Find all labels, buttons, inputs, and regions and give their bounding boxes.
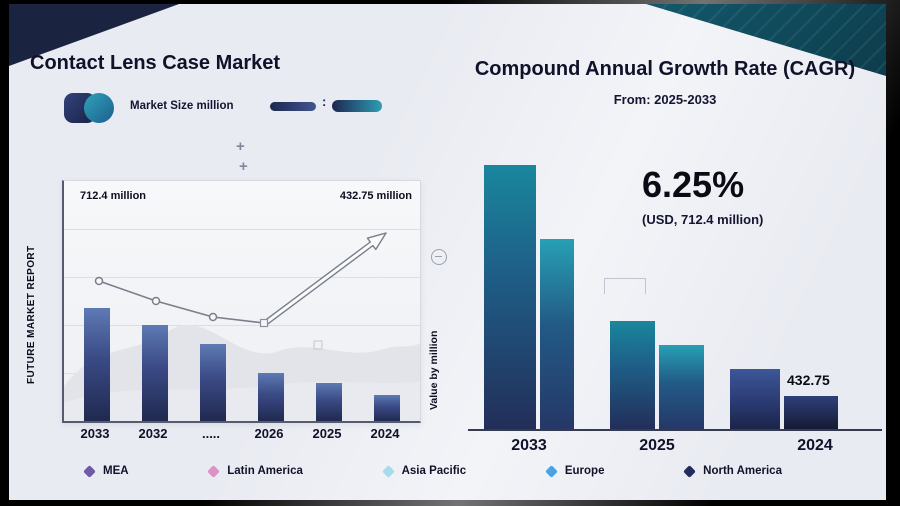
market-bar-2033 [84,308,110,421]
gridline [64,229,420,230]
cagr-bar-2033-primary [484,165,536,430]
legend-marker [207,464,221,478]
market-x-label: 2025 [312,426,342,441]
legend-label: Asia Pacific [401,465,467,477]
cagr-axis-line [468,429,882,431]
value-by-million-label: Value by million [428,330,440,410]
legend-pill-teal [332,100,382,112]
market-bars [64,181,420,421]
market-size-icon-disc-teal [84,93,114,123]
legend-label: Latin America [227,465,303,477]
plus-decoration: + [239,158,248,175]
market-value-2033: 712.4 million [80,190,147,202]
market-x-label: 2026 [254,426,284,441]
market-size-legend-label: Market Size million [130,100,234,112]
legend-label: MEA [103,465,129,477]
legend-marker [83,464,96,478]
cagr-x-label-2025: 2025 [639,437,675,454]
legend-item-north-america: North America [683,464,782,478]
market-bar-2032 [142,325,168,421]
left-chart-title: Contact Lens Case Market [30,52,281,74]
cagr-x-label-2033: 2033 [511,437,547,454]
circle-minus-icon [431,249,447,265]
market-size-icon [64,92,116,124]
market-bar-..... [200,344,226,421]
cagr-group-2025 [610,321,704,430]
cagr-bar-2024-primary [730,369,780,430]
cagr-note: (USD, 712.4 million) [642,212,764,227]
legend-pill-colon: : [322,94,327,109]
cagr-bar-2024-secondary [784,396,838,430]
legend-item-europe: Europe [544,464,605,478]
cagr-value: 6.25% [642,164,745,205]
legend-marker [683,464,697,478]
cagr-group-2033 [484,165,574,430]
trend-line-arrow [94,232,387,350]
market-x-label: 2024 [370,426,400,441]
market-x-labels: 2033 2032..... 2026 2025 2024 [62,426,418,441]
cagr-bar-2033-secondary [540,239,574,430]
legend-marker [544,464,558,478]
legend-item-mea: MEA [83,464,129,478]
cagr-bar-2025-secondary [659,345,704,430]
legend-marker [381,464,395,478]
legend-pill-navy [270,102,316,111]
cagr-bar-2025-primary [610,321,655,430]
right-chart-title: Compound Annual Growth Rate (CAGR) [474,58,856,80]
cagr-value-label-2024: 432.75 [787,372,830,388]
legend-item-latin-america: Latin America [207,464,303,478]
future-market-report-label: FUTURE MARKET REPORT [26,245,37,385]
market-size-chart: 712.4 million 432.75 million [62,180,421,423]
gridline [64,277,420,278]
legend-label: North America [703,465,782,477]
plus-decoration: + [236,138,245,155]
market-bar-2024 [374,394,400,421]
market-x-label: ..... [201,426,221,441]
market-x-label: 2033 [80,426,110,441]
market-value-2024: 432.75 million [339,190,412,202]
market-bar-2026 [258,373,284,421]
cagr-group-2024 [730,369,838,430]
legend-item-asia-pacific: Asia Pacific [381,464,467,478]
bracket-decoration [604,278,646,294]
market-x-label: 2032 [138,426,168,441]
gridline [64,325,420,326]
right-chart-subtitle: From: 2025-2033 [613,92,717,107]
legend-label: Europe [564,465,605,477]
cagr-x-label-2024: 2024 [797,437,833,454]
market-bar-2025 [316,382,342,421]
legend-row: MEA Latin America Asia Pacific Europe North … [83,464,782,478]
